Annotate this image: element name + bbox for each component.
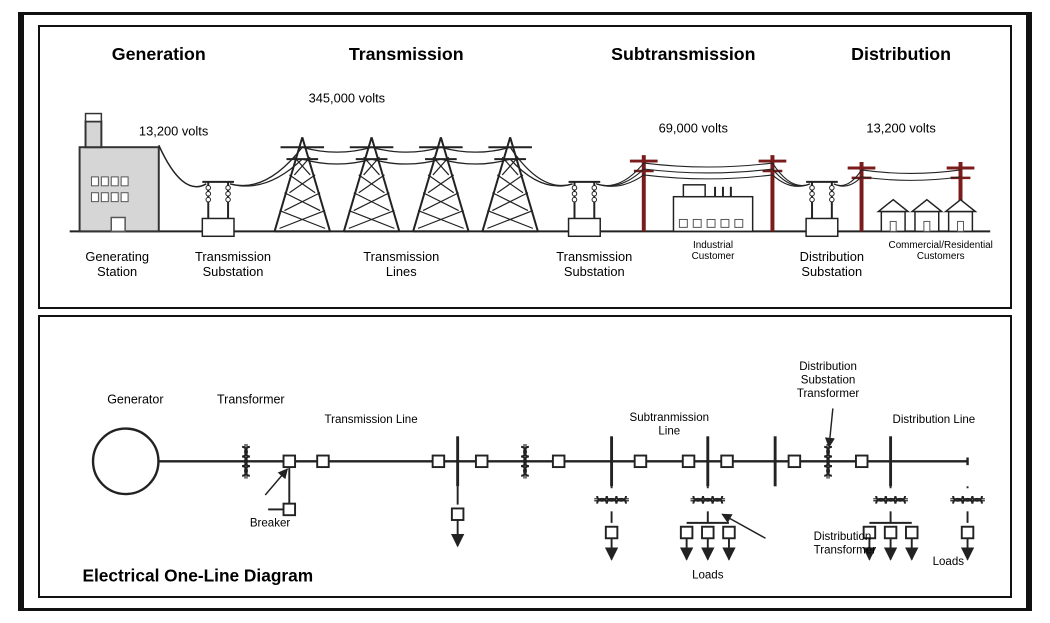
svg-text:GeneratingStation: GeneratingStation [85,249,149,279]
svg-text:345,000 volts: 345,000 volts [309,91,386,106]
svg-text:Generator: Generator [107,393,163,407]
svg-text:Distribution Line: Distribution Line [893,414,976,426]
svg-text:DistributionSubstationTransfor: DistributionSubstationTransformer [797,361,860,400]
svg-text:DistributionSubstation: DistributionSubstation [800,249,864,279]
svg-text:Transmission: Transmission [349,44,464,64]
svg-text:13,200 volts: 13,200 volts [139,123,208,138]
svg-text:TransmissionSubstation: TransmissionSubstation [556,249,632,279]
diagram-frame: Generation Transmission Subtransmission Dis… [18,12,1032,611]
svg-text:Breaker: Breaker [250,518,291,530]
svg-text:Loads: Loads [933,556,965,568]
svg-text:Electrical One-Line Diagram: Electrical One-Line Diagram [82,566,313,586]
svg-text:Commercial/ResidentialCustomer: Commercial/ResidentialCustomers [889,240,993,262]
svg-text:TransmissionLines: TransmissionLines [363,249,439,279]
svg-text:Distribution: Distribution [851,44,951,64]
svg-text:SubtranmissionLine: SubtranmissionLine [630,412,709,437]
svg-text:IndustrialCustomer: IndustrialCustomer [692,240,736,262]
svg-text:Transmission Line: Transmission Line [324,414,417,426]
one-line-svg: Electrical One-Line Diagram Generator Tran… [40,317,1010,596]
top-panel-pictorial: Generation Transmission Subtransmission Dis… [38,25,1012,309]
svg-text:13,200 volts: 13,200 volts [866,120,935,135]
svg-text:Subtransmission: Subtransmission [611,44,755,64]
svg-text:DistributionTransformer: DistributionTransformer [814,531,877,556]
pictorial-svg: Generation Transmission Subtransmission Dis… [40,27,1010,307]
svg-text:Transformer: Transformer [217,393,285,407]
bottom-panel-one-line: Electrical One-Line Diagram Generator Tran… [38,315,1012,598]
svg-text:69,000 volts: 69,000 volts [659,120,728,135]
svg-text:Generation: Generation [112,44,206,64]
svg-text:TransmissionSubstation: TransmissionSubstation [195,249,271,279]
svg-text:Loads: Loads [692,570,724,582]
